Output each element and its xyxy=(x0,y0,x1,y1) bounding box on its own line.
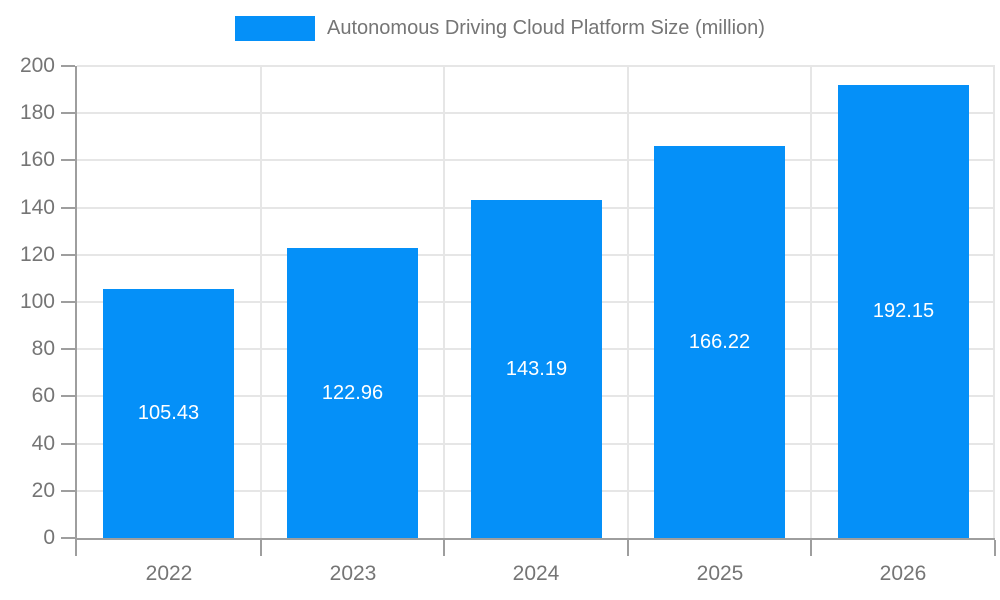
x-axis-tick xyxy=(260,540,262,556)
x-gridline xyxy=(627,66,629,538)
y-axis-label: 0 xyxy=(43,526,55,549)
y-axis-label: 140 xyxy=(19,196,55,219)
legend-label: Autonomous Driving Cloud Platform Size (… xyxy=(327,17,765,39)
y-axis-tick xyxy=(61,348,75,350)
y-axis-label: 40 xyxy=(31,432,55,455)
bar-value-label: 122.96 xyxy=(321,382,384,404)
bar-value-label: 143.19 xyxy=(505,358,568,380)
x-axis-tick xyxy=(75,540,77,556)
bar-2024[interactable]: 143.19 xyxy=(471,200,602,538)
x-axis-label: 2022 xyxy=(145,562,193,585)
y-axis-label: 160 xyxy=(19,148,55,171)
y-axis-tick xyxy=(61,301,75,303)
x-axis-tick xyxy=(810,540,812,556)
bar-value-label: 166.22 xyxy=(688,331,751,353)
bar-2023[interactable]: 122.96 xyxy=(287,248,418,538)
bar-value-label: 192.15 xyxy=(872,300,935,322)
x-gridline xyxy=(810,66,812,538)
y-gridline xyxy=(77,112,995,114)
y-axis-label: 80 xyxy=(31,337,55,360)
y-axis-tick xyxy=(61,490,75,492)
y-axis-tick xyxy=(61,443,75,445)
y-axis-label: 100 xyxy=(19,290,55,313)
bar-value-label: 105.43 xyxy=(137,402,200,424)
plot-area: 0 20 40 60 80 100 120 140 160 180 200 105.43 2022 122… xyxy=(20,54,996,585)
chart-legend[interactable]: Autonomous Driving Cloud Platform Size (… xyxy=(0,16,1000,41)
y-axis-label: 180 xyxy=(19,101,55,124)
x-axis-tick xyxy=(994,540,996,556)
y-axis-tick xyxy=(61,537,75,539)
x-axis-label: 2023 xyxy=(329,562,377,585)
y-gridline xyxy=(77,159,995,161)
y-axis-tick xyxy=(61,254,75,256)
x-gridline xyxy=(443,66,445,538)
x-axis-label: 2026 xyxy=(879,562,927,585)
y-axis-tick xyxy=(61,207,75,209)
y-axis-label: 200 xyxy=(19,54,55,77)
y-axis-tick xyxy=(61,65,75,67)
bar-2026[interactable]: 192.15 xyxy=(838,85,969,538)
y-gridline xyxy=(77,65,995,67)
y-axis-tick xyxy=(61,395,75,397)
y-axis-label: 120 xyxy=(19,243,55,266)
y-axis-label: 20 xyxy=(31,479,55,502)
x-axis-tick xyxy=(627,540,629,556)
x-gridline xyxy=(993,66,995,538)
y-axis-tick xyxy=(61,159,75,161)
x-axis-tick xyxy=(443,540,445,556)
y-axis-tick xyxy=(61,112,75,114)
y-axis-label: 60 xyxy=(31,384,55,407)
legend-swatch-icon xyxy=(235,16,316,41)
x-gridline xyxy=(260,66,262,538)
x-axis-label: 2024 xyxy=(512,562,560,585)
bar-2025[interactable]: 166.22 xyxy=(654,146,785,538)
x-axis-label: 2025 xyxy=(696,562,744,585)
bar-2022[interactable]: 105.43 xyxy=(103,289,234,538)
